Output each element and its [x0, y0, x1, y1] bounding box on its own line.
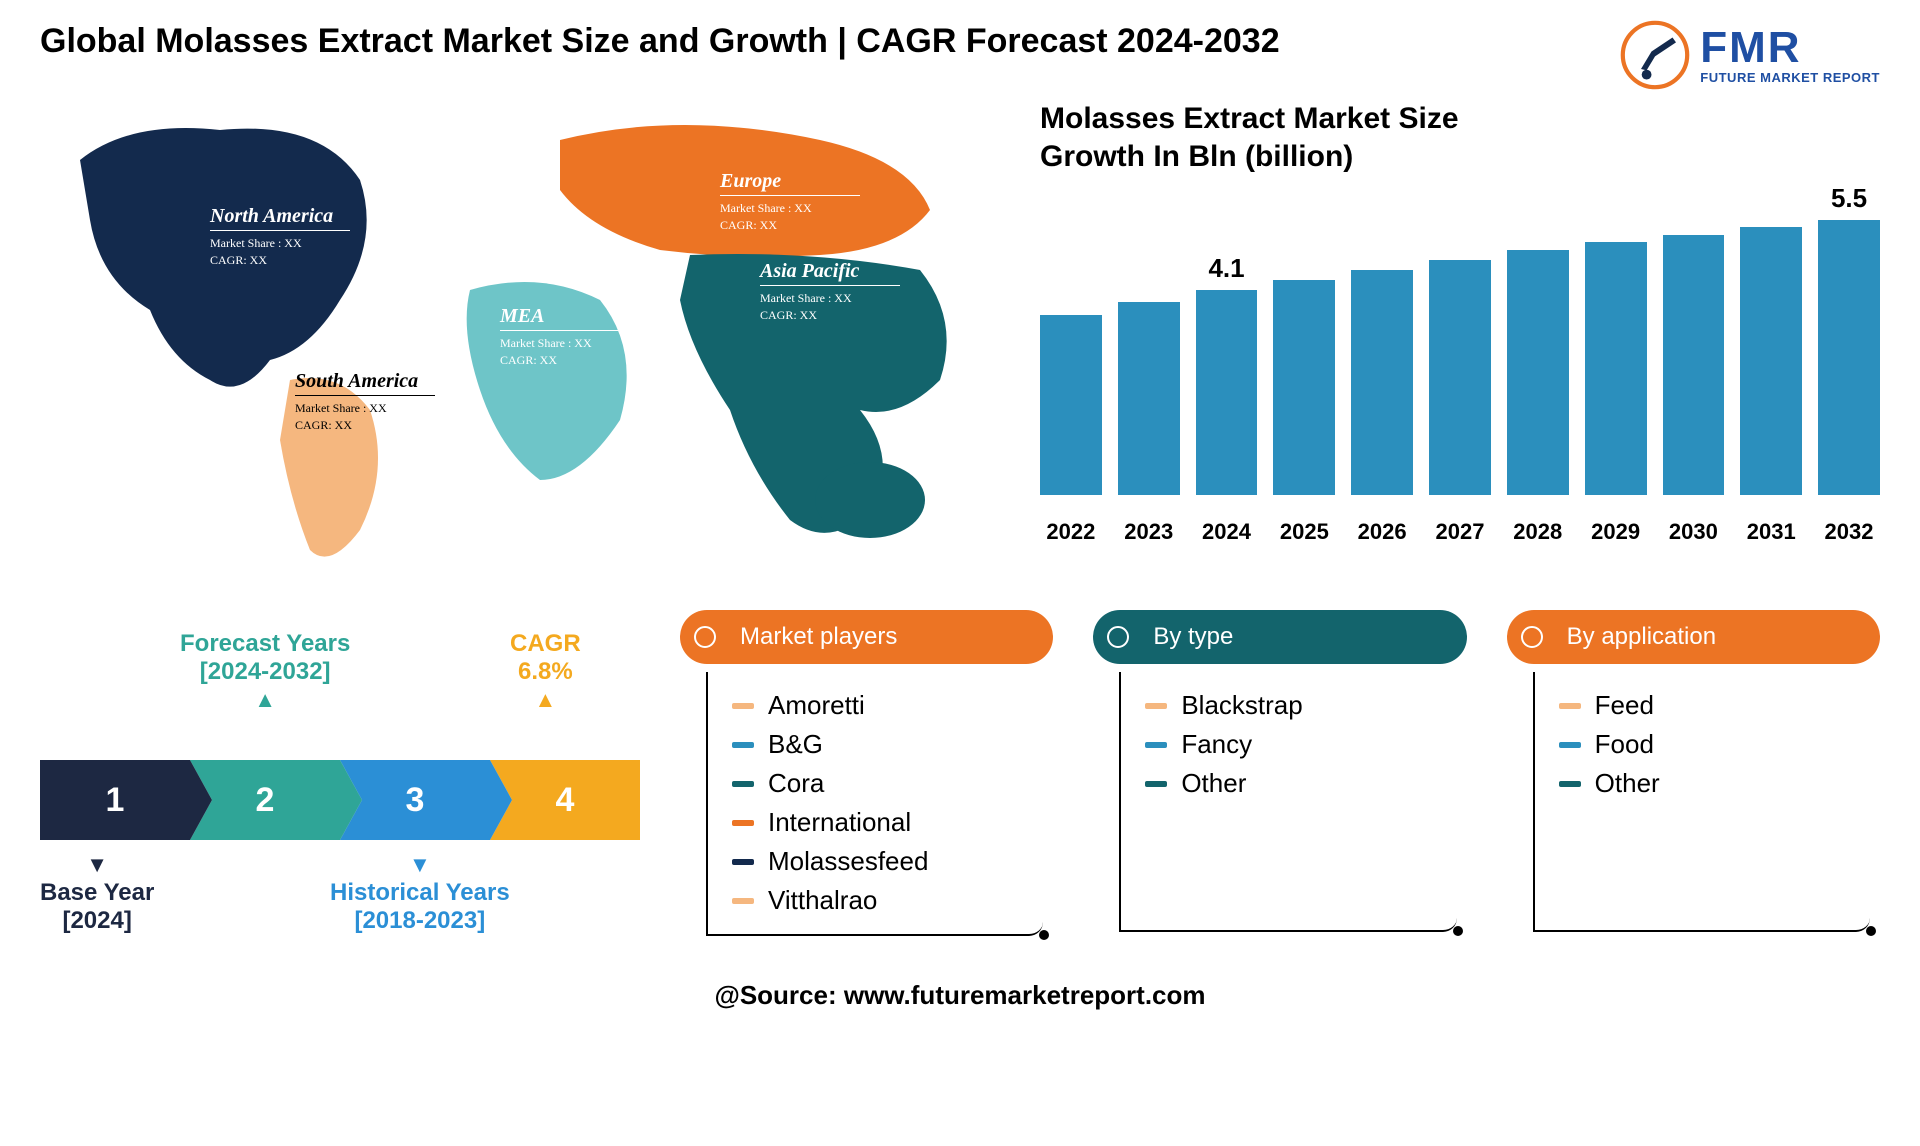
bar-value-label: 4.1: [1208, 253, 1244, 284]
timeline-label-cagr: CAGR6.8%▲: [510, 630, 581, 714]
x-tick-label: 2031: [1740, 519, 1802, 545]
x-tick-label: 2029: [1585, 519, 1647, 545]
timeline-seg-3: 3: [340, 760, 490, 840]
region-label-asia_pacific: Asia PacificMarket Share : XXCAGR: XX: [760, 260, 900, 324]
bar-2027: [1429, 224, 1491, 495]
bar-2032: 5.5: [1818, 183, 1880, 495]
logo-text: FMR: [1700, 26, 1801, 70]
timeline-seg-2: 2: [190, 760, 340, 840]
bar-2029: [1585, 206, 1647, 495]
list-item: Molassesfeed: [732, 842, 1033, 881]
panel-body: AmorettiB&GCoraInternationalMolassesfeed…: [706, 672, 1043, 936]
x-tick-label: 2026: [1351, 519, 1413, 545]
timeline-label-forecast: Forecast Years[2024-2032]▲: [180, 630, 350, 714]
bar-2023: [1118, 266, 1180, 495]
x-tick-label: 2024: [1196, 519, 1258, 545]
panel-2: By application FeedFoodOther: [1507, 610, 1880, 936]
panel-header: Market players: [680, 610, 1053, 664]
list-item: Vitthalrao: [732, 881, 1033, 920]
logo-subtext: FUTURE MARKET REPORT: [1700, 70, 1880, 85]
list-item: Food: [1559, 725, 1860, 764]
bar-2026: [1351, 234, 1413, 495]
list-item: B&G: [732, 725, 1033, 764]
list-item: Other: [1145, 764, 1446, 803]
list-item: Cora: [732, 764, 1033, 803]
region-label-south_america: South AmericaMarket Share : XXCAGR: XX: [295, 370, 435, 434]
bar-chart: Molasses Extract Market Size Growth In B…: [1010, 100, 1880, 580]
panel-header: By type: [1093, 610, 1466, 664]
list-item: International: [732, 803, 1033, 842]
x-tick-label: 2023: [1118, 519, 1180, 545]
bar-value-label: 5.5: [1831, 183, 1867, 214]
region-australia: [815, 462, 925, 538]
source-attribution: @Source: www.futuremarketreport.com: [40, 980, 1880, 1011]
panel-header: By application: [1507, 610, 1880, 664]
bar-2024: 4.1: [1196, 253, 1258, 495]
bar-2030: [1663, 199, 1725, 495]
list-item: Other: [1559, 764, 1860, 803]
fmr-logo: FMR FUTURE MARKET REPORT: [1620, 20, 1880, 90]
bar-2031: [1740, 191, 1802, 495]
bar-2028: [1507, 214, 1569, 495]
panel-body: FeedFoodOther: [1533, 672, 1870, 932]
telescope-icon: [1620, 20, 1690, 90]
panel-0: Market players AmorettiB&GCoraInternation…: [680, 610, 1053, 936]
region-label-north_america: North AmericaMarket Share : XXCAGR: XX: [210, 205, 350, 269]
page-title: Global Molasses Extract Market Size and …: [40, 20, 1280, 63]
list-item: Amoretti: [732, 686, 1033, 725]
region-label-europe: EuropeMarket Share : XXCAGR: XX: [720, 170, 860, 234]
region-label-mea: MEAMarket Share : XXCAGR: XX: [500, 305, 640, 369]
world-map: North AmericaMarket Share : XXCAGR: XX So…: [40, 100, 990, 580]
x-tick-label: 2025: [1273, 519, 1335, 545]
x-tick-label: 2032: [1818, 519, 1880, 545]
timeline-label-hist: ▼Historical Years[2018-2023]: [330, 850, 510, 934]
timeline-seg-4: 4: [490, 760, 640, 840]
timeline-chart: ▼Base Year[2024] Forecast Years[2024-2032…: [40, 610, 640, 950]
x-tick-label: 2027: [1429, 519, 1491, 545]
list-item: Feed: [1559, 686, 1860, 725]
bar-2025: [1273, 244, 1335, 495]
bar-2022: [1040, 279, 1102, 495]
x-tick-label: 2030: [1663, 519, 1725, 545]
x-tick-label: 2022: [1040, 519, 1102, 545]
timeline-seg-1: 1: [40, 760, 190, 840]
list-item: Fancy: [1145, 725, 1446, 764]
chart-title: Molasses Extract Market Size Growth In B…: [1040, 100, 1460, 175]
timeline-label-base: ▼Base Year[2024]: [40, 850, 154, 934]
panel-body: BlackstrapFancyOther: [1119, 672, 1456, 932]
x-tick-label: 2028: [1507, 519, 1569, 545]
list-item: Blackstrap: [1145, 686, 1446, 725]
panel-1: By type BlackstrapFancyOther: [1093, 610, 1466, 936]
